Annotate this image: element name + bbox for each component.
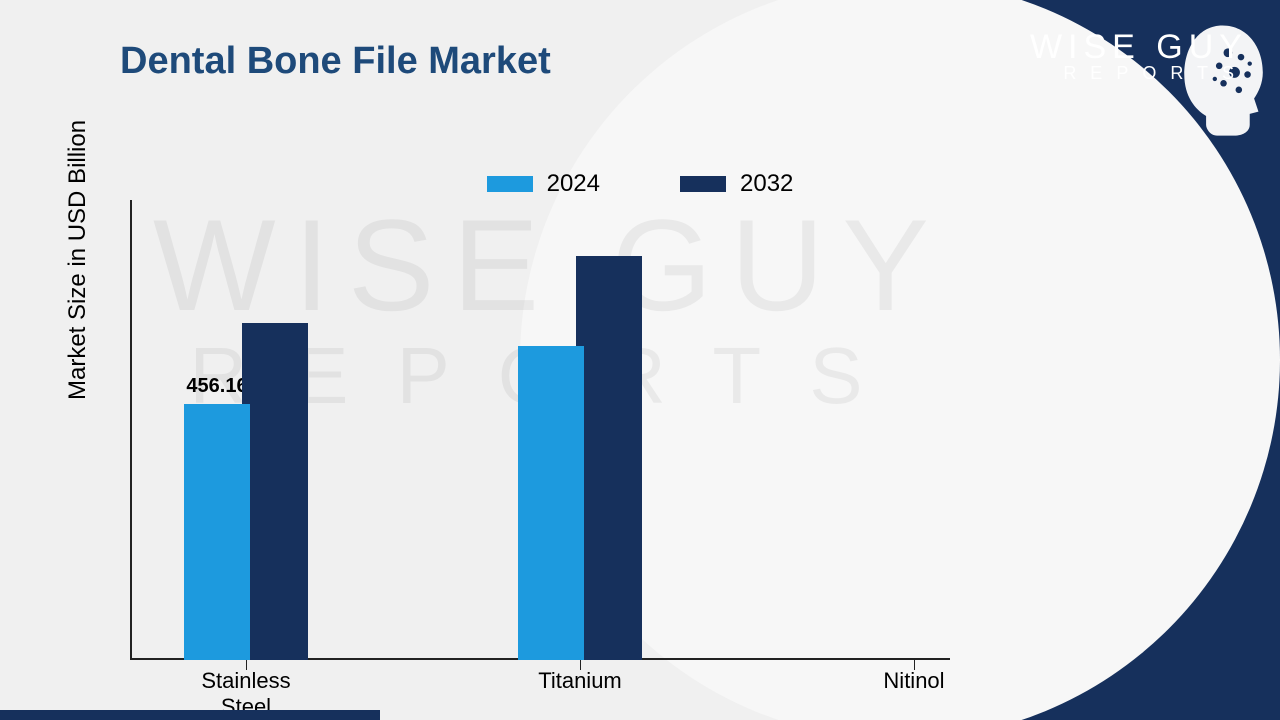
legend-swatch-2024 (487, 176, 533, 192)
bar-2032 (242, 323, 308, 660)
brand-line2: REPORTS (1030, 63, 1248, 84)
legend-item-2032: 2032 (680, 170, 793, 198)
chart-title: Dental Bone File Market (120, 40, 551, 83)
plot-area: 456.16Stainless SteelTitaniumNitinol (130, 200, 950, 660)
bar-2032 (576, 256, 642, 660)
legend: 2024 2032 (0, 170, 1280, 198)
legend-item-2024: 2024 (487, 170, 600, 198)
brand-logo: WISE GUY REPORTS (1030, 28, 1248, 84)
canvas: WISE GUY REPORTS WISE GUY REPORTS Dental… (0, 0, 1280, 720)
brand-line1: WISE GUY (1030, 28, 1248, 67)
y-axis-label: Market Size in USD Billion (64, 120, 92, 400)
bottom-accent-bar (0, 710, 380, 720)
bar-2024 (184, 404, 250, 660)
category-label: Titanium (500, 668, 660, 694)
legend-label-2024: 2024 (547, 170, 600, 198)
legend-label-2032: 2032 (740, 170, 793, 198)
category-label: Nitinol (834, 668, 994, 694)
right-band: WISE GUY REPORTS (960, 0, 1280, 720)
y-axis (130, 200, 132, 660)
bar-2024 (518, 346, 584, 660)
legend-swatch-2032 (680, 176, 726, 192)
